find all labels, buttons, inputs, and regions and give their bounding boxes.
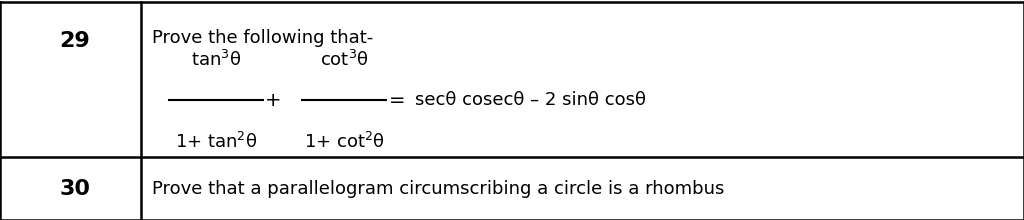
Text: 29: 29 (59, 31, 90, 51)
Text: 30: 30 (59, 179, 90, 199)
Text: 1+ tan$^2$θ: 1+ tan$^2$θ (175, 132, 257, 152)
Text: secθ cosecθ – 2 sinθ cosθ: secθ cosecθ – 2 sinθ cosθ (415, 91, 646, 109)
Text: cot$^3$θ: cot$^3$θ (319, 50, 369, 70)
Text: =: = (389, 91, 406, 110)
Text: tan$^3$θ: tan$^3$θ (190, 50, 242, 70)
Text: +: + (265, 91, 282, 110)
Text: Prove that a parallelogram circumscribing a circle is a rhombus: Prove that a parallelogram circumscribin… (152, 180, 724, 198)
Text: 1+ cot$^2$θ: 1+ cot$^2$θ (303, 132, 385, 152)
Text: Prove the following that-: Prove the following that- (152, 29, 373, 47)
